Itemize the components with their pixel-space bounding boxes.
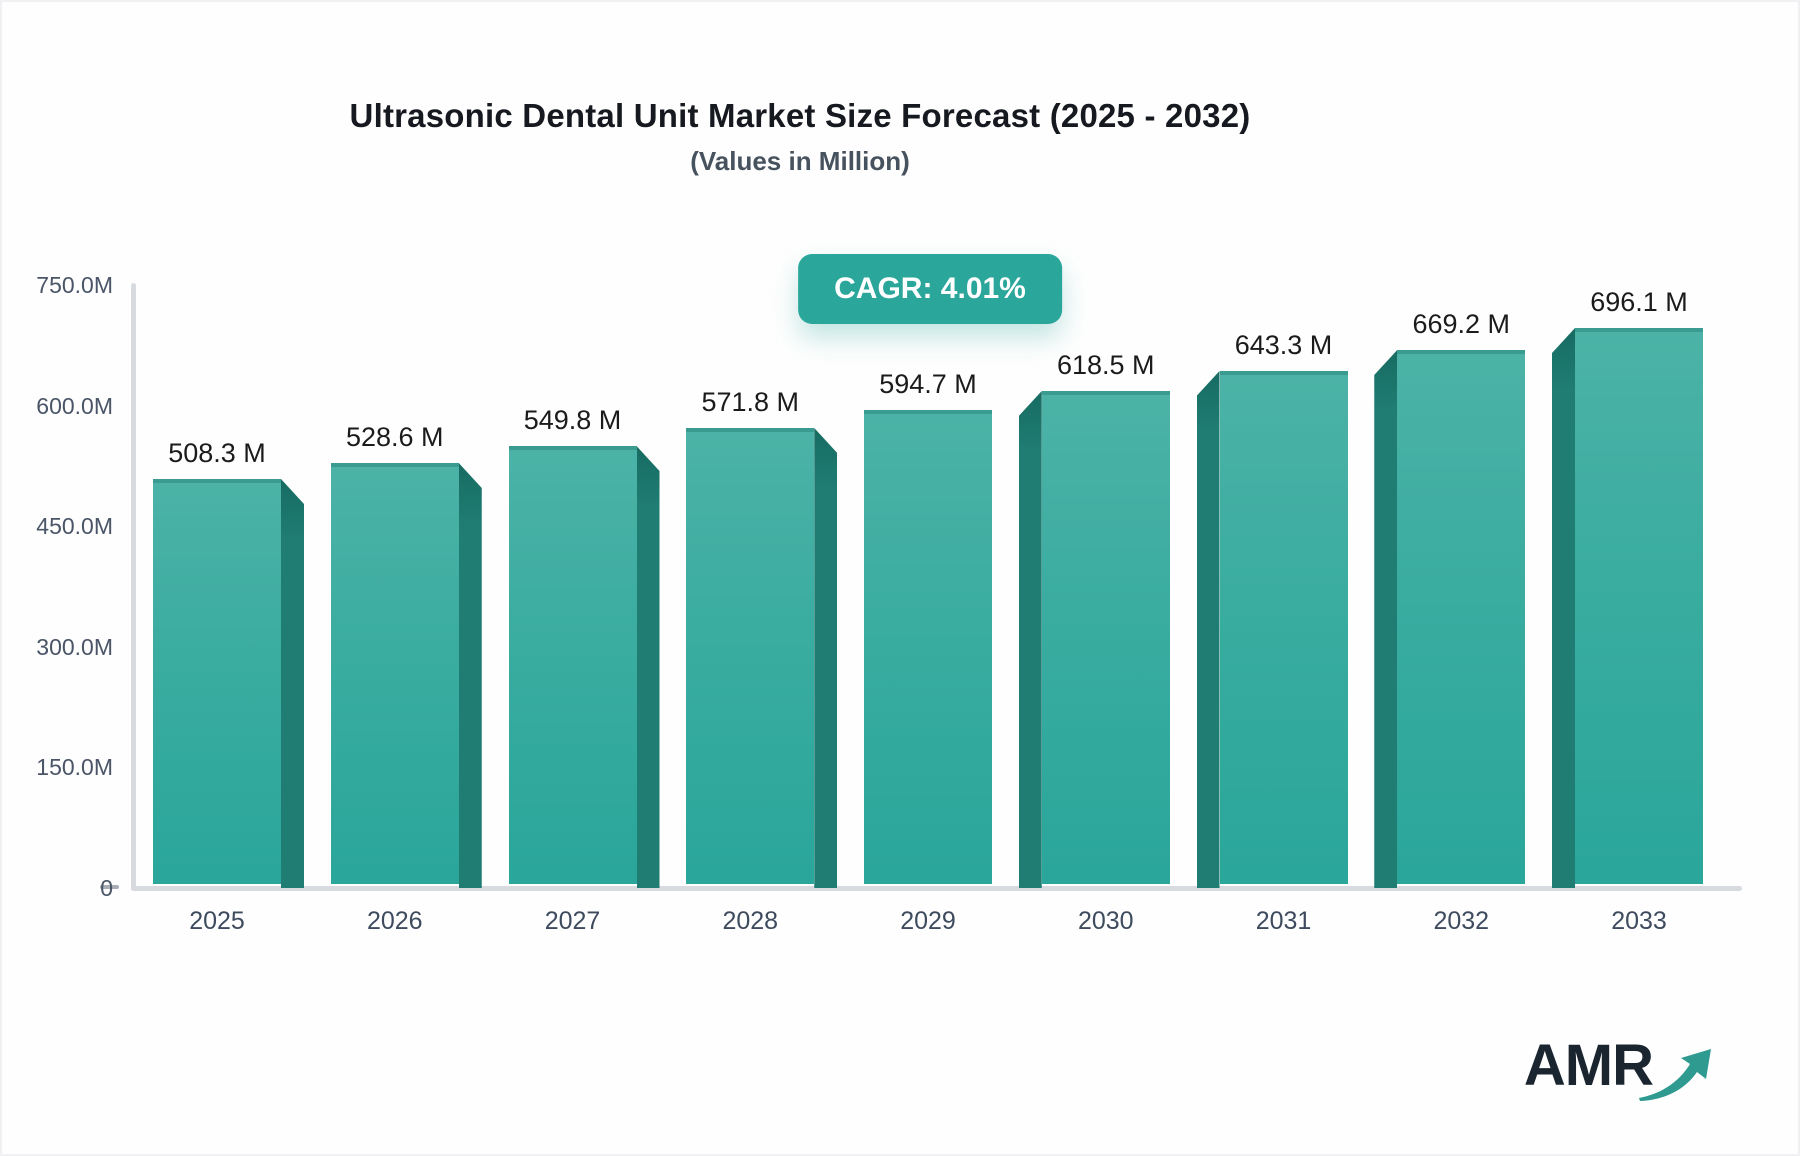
chart-subtitle: (Values in Million) <box>690 146 910 176</box>
y-tick-label-600.0M: 600.0M <box>36 392 113 419</box>
x-tick-label-2032: 2032 <box>1433 907 1490 935</box>
bar-value-label-2030: 618.5 M <box>1056 350 1155 380</box>
x-tick-label-2030: 2030 <box>1077 907 1134 935</box>
bar-2033 <box>1575 328 1703 884</box>
x-tick-label-2026: 2026 <box>366 907 423 935</box>
bar-2031-3d-side <box>1196 371 1220 888</box>
x-tick-label-2025: 2025 <box>189 907 245 935</box>
trending-up-arrow-icon <box>1639 1049 1711 1101</box>
bar-2030 <box>1041 391 1170 884</box>
bar-2025-3d-side <box>281 479 304 888</box>
bar-2027 <box>508 446 637 884</box>
bar-2032 <box>1397 350 1526 884</box>
cagr-badge: CAGR: 4.01% <box>798 254 1062 324</box>
x-tick-label-2027: 2027 <box>544 907 601 935</box>
y-tick-label-750.0M: 750.0M <box>36 272 113 298</box>
bar-2032-3d-side <box>1374 350 1398 888</box>
y-tick-label-300.0M: 300.0M <box>36 633 113 660</box>
y-tick-label-450.0M: 450.0M <box>36 513 113 540</box>
y-axis-line <box>131 283 136 890</box>
bar-2028 <box>686 428 815 884</box>
bar-value-label-2032: 669.2 M <box>1412 309 1511 339</box>
x-tick-label-2031: 2031 <box>1255 907 1312 935</box>
bar-value-label-2027: 549.8 M <box>523 405 622 435</box>
bar-2030-3d-side <box>1018 391 1042 888</box>
bar-2026 <box>330 463 459 884</box>
amr-logo-text: AMR <box>1523 1033 1654 1098</box>
bar-2029 <box>864 410 992 884</box>
bar-2025 <box>153 479 281 884</box>
bar-2027-3d-side <box>636 446 660 888</box>
amr-logo: AMR <box>1524 1036 1715 1102</box>
bar-2033-3d-side <box>1552 328 1575 888</box>
y-tick-label-0: 0 <box>100 875 113 901</box>
bar-value-label-2026: 528.6 M <box>345 422 444 452</box>
x-axis-line <box>131 886 1742 891</box>
chart-header: Ultrasonic Dental Unit Market Size Forec… <box>0 0 1600 176</box>
bar-value-label-2033: 696.1 M <box>1590 287 1688 317</box>
bar-value-label-2028: 571.8 M <box>701 387 800 417</box>
bar-value-label-2029: 594.7 M <box>879 369 977 399</box>
bar-2031 <box>1219 371 1348 884</box>
bar-value-label-2031: 643.3 M <box>1234 330 1333 360</box>
zero-tick-mark <box>100 885 119 889</box>
bar-2026-3d-side <box>458 463 482 888</box>
x-tick-label-2028: 2028 <box>722 907 779 935</box>
bar-2028-3d-side <box>814 428 838 888</box>
x-tick-label-2033: 2033 <box>1611 907 1667 935</box>
x-tick-label-2029: 2029 <box>900 907 956 935</box>
chart-title: Ultrasonic Dental Unit Market Size Forec… <box>349 97 1251 134</box>
bar-value-label-2025: 508.3 M <box>168 438 266 468</box>
y-tick-label-150.0M: 150.0M <box>36 754 113 781</box>
